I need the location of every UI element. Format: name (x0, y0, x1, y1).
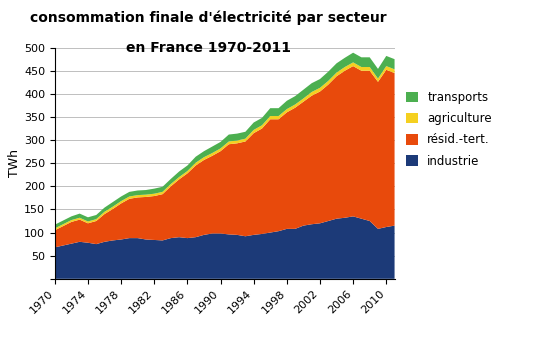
Text: en France 1970-2011: en France 1970-2011 (125, 41, 291, 55)
Y-axis label: TWh: TWh (8, 149, 21, 177)
Text: consommation finale d'électricité par secteur: consommation finale d'électricité par se… (30, 10, 386, 25)
Legend: transports, agriculture, résid.-tert., industrie: transports, agriculture, résid.-tert., i… (406, 91, 492, 168)
